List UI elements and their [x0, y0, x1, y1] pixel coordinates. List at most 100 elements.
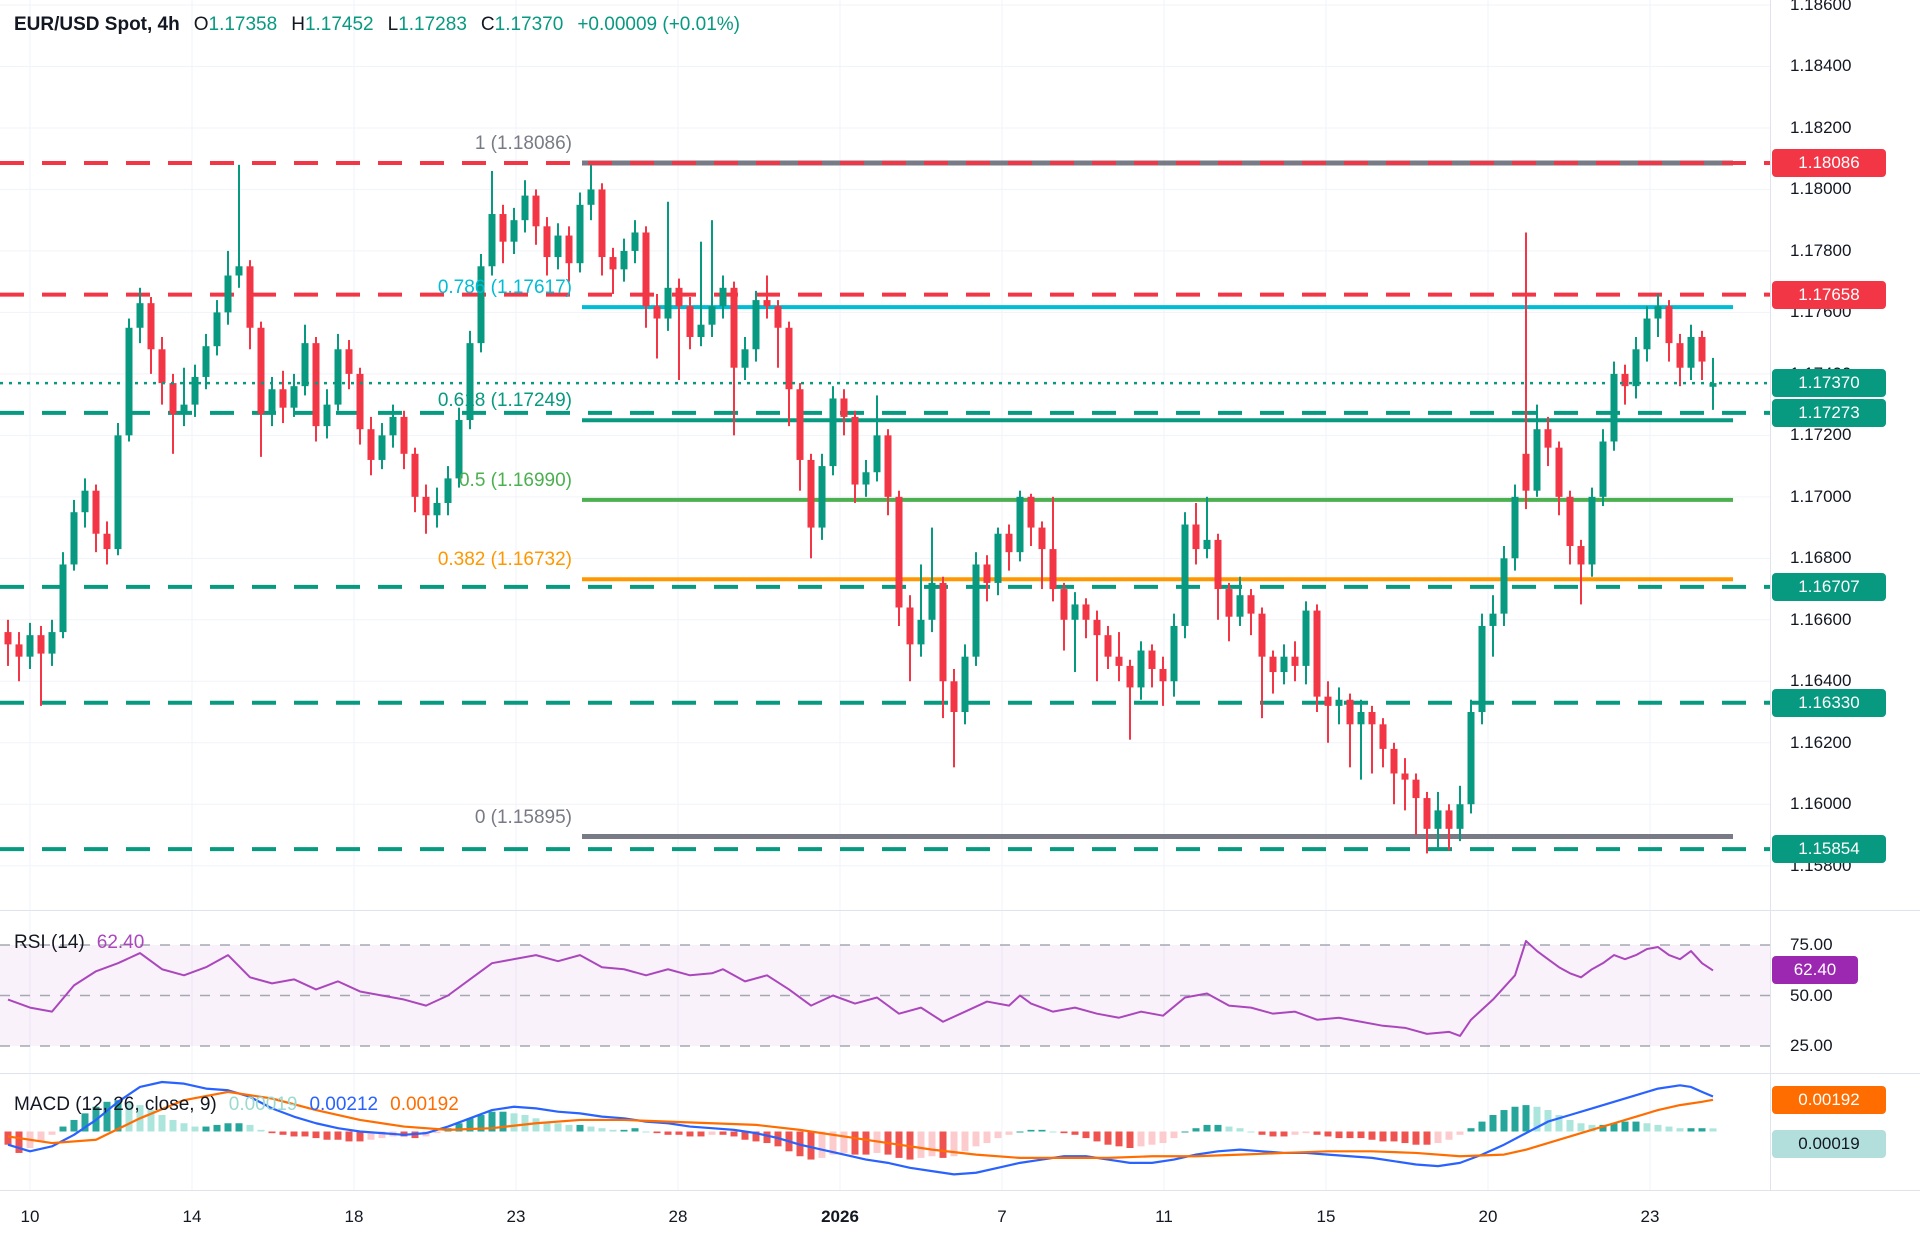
macd-histogram-bar — [466, 1118, 474, 1132]
macd-histogram-bar — [807, 1131, 815, 1160]
macd-histogram-bar — [917, 1131, 925, 1158]
macd-histogram-bar — [301, 1131, 309, 1137]
macd-histogram-bar — [1687, 1128, 1695, 1132]
macd-histogram-bar — [224, 1123, 232, 1132]
macd-histogram-bar — [1445, 1131, 1453, 1140]
candle-body — [708, 306, 716, 325]
candle-body — [1654, 306, 1662, 319]
macd-histogram-bar — [70, 1119, 78, 1132]
candle-body — [1456, 804, 1464, 829]
candle-body — [1027, 496, 1035, 528]
macd-histogram-bar — [499, 1111, 507, 1132]
candle-body — [1500, 558, 1508, 614]
macd-histogram-bar — [1489, 1115, 1497, 1132]
candle-body — [895, 496, 903, 608]
candle-body — [1247, 595, 1255, 614]
macd-histogram-bar — [1082, 1131, 1090, 1139]
macd-histogram-bar — [1137, 1131, 1145, 1147]
candle-body — [235, 266, 243, 276]
candle-body — [1192, 524, 1200, 550]
candle-body — [829, 398, 837, 467]
candle-body — [1357, 712, 1365, 725]
macd-histogram-bar — [1005, 1131, 1013, 1135]
macd-histogram-bar — [741, 1131, 749, 1140]
candle-body — [444, 478, 452, 503]
macd-histogram-bar — [862, 1131, 870, 1155]
candle-body — [367, 429, 375, 460]
macd-histogram-bar — [1610, 1123, 1618, 1132]
macd-histogram-bar — [752, 1131, 760, 1142]
macd-histogram-bar — [928, 1131, 936, 1157]
macd-histogram-bar — [1533, 1106, 1541, 1132]
candle-body — [312, 343, 320, 427]
candle-body — [1379, 724, 1387, 749]
macd-histogram-bar — [1049, 1131, 1057, 1133]
candle-body — [972, 564, 980, 657]
candle-body — [609, 257, 617, 270]
macd-histogram-bar — [1368, 1131, 1376, 1140]
candle-body — [191, 376, 199, 405]
macd-histogram-bar — [1456, 1131, 1464, 1135]
candle-body — [1148, 650, 1156, 669]
macd-histogram-bar — [81, 1113, 89, 1132]
macd-histogram-bar — [1170, 1131, 1178, 1139]
macd-histogram-bar — [1038, 1129, 1046, 1132]
macd-histogram-bar — [1335, 1131, 1343, 1139]
macd-histogram-bar — [1632, 1121, 1640, 1132]
macd-histogram — [4, 1100, 1717, 1160]
macd-histogram-bar — [939, 1131, 947, 1158]
macd-histogram-bar — [15, 1131, 23, 1153]
candle-body — [1555, 447, 1563, 497]
candle-body — [1159, 668, 1167, 682]
candle-body — [598, 189, 606, 258]
candle-body — [774, 306, 782, 328]
macd-histogram-bar — [378, 1131, 386, 1139]
candles-layer[interactable] — [4, 164, 1717, 854]
macd-histogram-bar — [1225, 1126, 1233, 1132]
macd-line — [7, 1080, 1714, 1176]
candle-body — [741, 349, 749, 368]
candle-body — [356, 373, 364, 430]
macd-histogram-bar — [1280, 1131, 1288, 1137]
candle-body — [763, 300, 771, 307]
candle-body — [455, 419, 463, 479]
candle-body — [114, 435, 122, 550]
macd-histogram-bar — [1357, 1131, 1365, 1139]
candle-body — [202, 346, 210, 377]
macd-histogram-bar — [1181, 1131, 1189, 1133]
candle-body — [1346, 699, 1354, 725]
macd-histogram-bar — [290, 1131, 298, 1137]
macd-histogram-bar — [323, 1131, 331, 1140]
macd-histogram-bar — [829, 1131, 837, 1155]
candle-body — [543, 226, 551, 258]
candle-body — [323, 404, 331, 427]
macd-histogram-bar — [1313, 1131, 1321, 1135]
macd-histogram-bar — [1467, 1128, 1475, 1132]
rsi-line — [7, 939, 1714, 1037]
candle-body — [664, 287, 672, 319]
candle-body — [1071, 604, 1079, 620]
macd-histogram-bar — [1093, 1131, 1101, 1142]
candle-body — [1511, 496, 1519, 559]
macd-histogram-bar — [697, 1131, 705, 1137]
candle-body — [1126, 665, 1134, 688]
candle-body — [477, 266, 485, 344]
candle-body — [1577, 546, 1585, 565]
macd-histogram-bar — [1500, 1110, 1508, 1132]
macd-histogram-bar — [1203, 1124, 1211, 1132]
macd-histogram-bar — [1621, 1121, 1629, 1132]
candle-body — [939, 582, 947, 682]
macd-histogram-bar — [1522, 1105, 1530, 1132]
candle-body — [906, 607, 914, 645]
candle-body — [1544, 429, 1552, 448]
candle-body — [1599, 441, 1607, 497]
candle-body — [268, 389, 276, 414]
macd-histogram-bar — [455, 1123, 463, 1132]
candle-body — [422, 496, 430, 516]
macd-histogram-bar — [1027, 1129, 1035, 1132]
macd-histogram-bar — [1071, 1131, 1079, 1135]
candle-body — [950, 681, 958, 713]
macd-histogram-bar — [345, 1131, 353, 1142]
